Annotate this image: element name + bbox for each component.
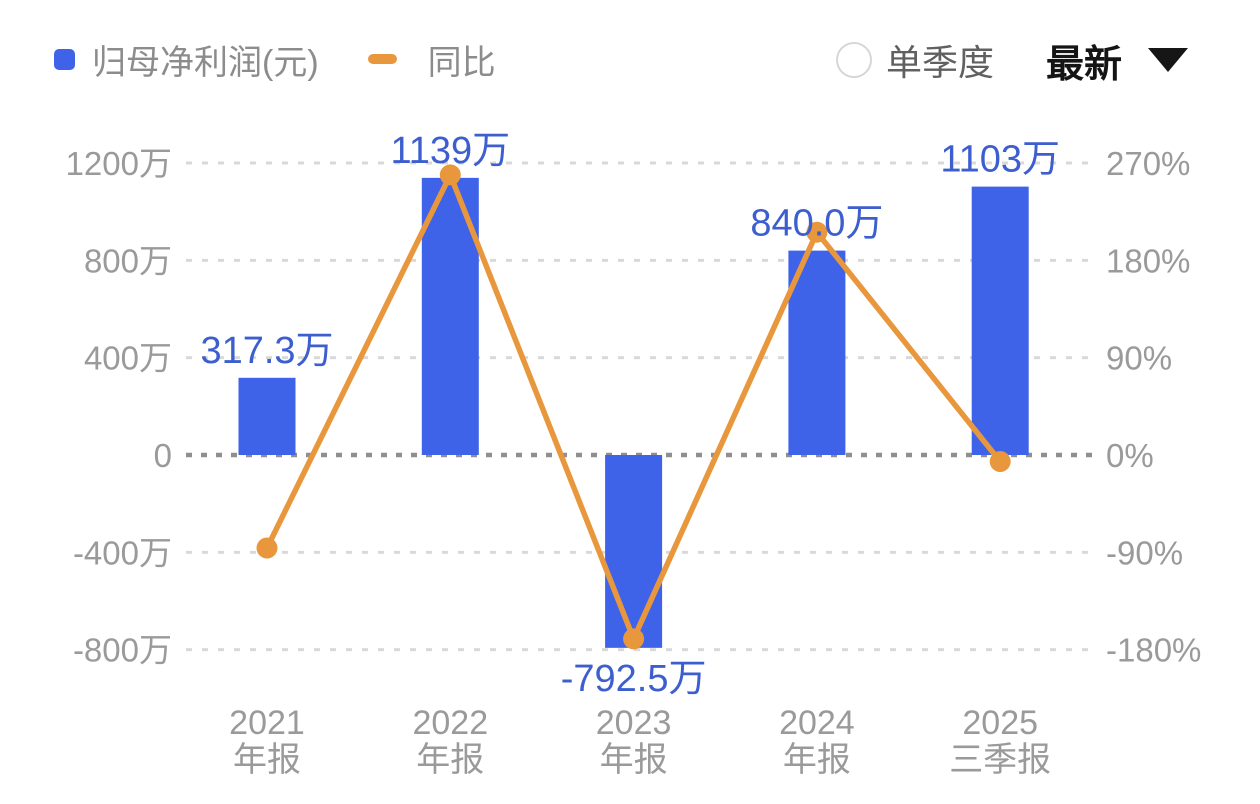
profit-bar[interactable] bbox=[605, 455, 663, 648]
profit-bar[interactable] bbox=[788, 250, 846, 455]
left-axis-tick: -800万 bbox=[73, 632, 172, 669]
right-axis-tick: 270% bbox=[1106, 145, 1190, 182]
bar-value-label: 317.3万 bbox=[200, 330, 333, 372]
yoy-point[interactable] bbox=[439, 164, 461, 186]
x-axis-label-period: 年报 bbox=[416, 741, 484, 779]
x-axis-label-period: 年报 bbox=[233, 741, 301, 779]
dropdown-arrow-icon[interactable] bbox=[1148, 48, 1189, 72]
left-axis-tick: 1200万 bbox=[66, 145, 172, 182]
single-quarter-radio-label[interactable]: 单季度 bbox=[886, 42, 995, 83]
x-axis-label-period: 年报 bbox=[600, 741, 668, 779]
left-axis-tick: -400万 bbox=[73, 534, 172, 571]
yoy-point[interactable] bbox=[623, 628, 645, 650]
profit-legend-label[interactable]: 归母净利润(元) bbox=[92, 43, 319, 82]
profit-bar[interactable] bbox=[238, 377, 296, 455]
x-axis-label-year: 2022 bbox=[412, 704, 488, 742]
chart-legend: 归母净利润(元) 同比 bbox=[54, 36, 496, 82]
profit-legend-swatch-icon[interactable] bbox=[54, 48, 75, 70]
x-axis-label-period: 年报 bbox=[783, 741, 851, 779]
x-axis-label-year: 2024 bbox=[779, 704, 855, 742]
yoy-point[interactable] bbox=[806, 221, 828, 243]
x-axis-label-period: 三季报 bbox=[949, 741, 1051, 779]
x-axis-label-year: 2021 bbox=[229, 704, 305, 742]
chart-controls: 单季度 最新 bbox=[836, 36, 1189, 86]
left-axis-tick: 800万 bbox=[84, 242, 172, 279]
right-axis-tick: 0% bbox=[1106, 437, 1154, 474]
single-quarter-radio[interactable] bbox=[836, 42, 872, 78]
x-axis-label-year: 2023 bbox=[596, 704, 672, 742]
right-axis-tick: 90% bbox=[1106, 340, 1172, 377]
period-dropdown-value[interactable]: 最新 bbox=[1046, 43, 1123, 86]
yoy-point[interactable] bbox=[989, 450, 1011, 472]
yoy-legend-swatch-icon[interactable] bbox=[367, 54, 397, 64]
bar-value-label: 1139万 bbox=[390, 130, 510, 172]
bar-value-label: 1103万 bbox=[940, 139, 1060, 181]
profit-bar[interactable] bbox=[971, 186, 1029, 455]
right-axis-tick: 180% bbox=[1106, 242, 1190, 279]
bar-value-label: -792.5万 bbox=[561, 658, 707, 700]
right-axis-tick: -90% bbox=[1106, 534, 1183, 571]
right-axis-tick: -180% bbox=[1106, 632, 1201, 669]
bar-value-label: 840.0万 bbox=[750, 203, 883, 245]
yoy-point[interactable] bbox=[256, 537, 278, 559]
left-axis-tick: 0 bbox=[154, 437, 172, 474]
yoy-legend-label[interactable]: 同比 bbox=[427, 43, 496, 82]
left-axis-tick: 400万 bbox=[84, 340, 172, 377]
x-axis-label-year: 2025 bbox=[962, 704, 1038, 742]
